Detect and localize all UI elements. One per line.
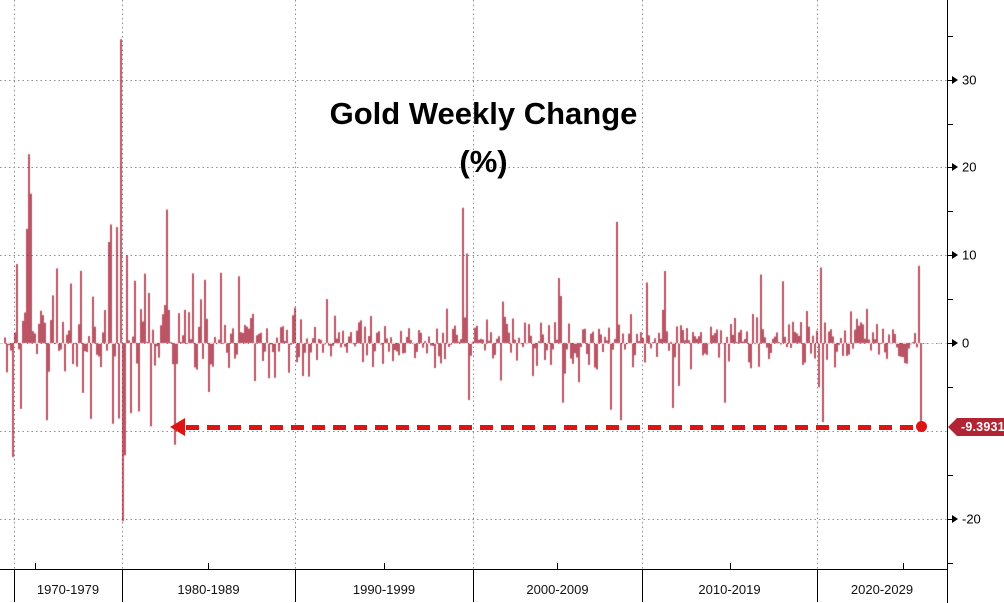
y-major-tick: [947, 167, 953, 169]
x-minor-tick: [903, 563, 904, 569]
decade-label: 2020-2029: [850, 582, 914, 597]
y-axis-line: [947, 0, 948, 603]
y-tick-arrow-icon: [952, 75, 958, 84]
zero-line: [0, 343, 947, 344]
decade-separator: [14, 569, 15, 602]
y-major-tick: [947, 79, 953, 81]
y-tick-arrow-icon: [952, 163, 958, 172]
y-tick-label: 0: [962, 335, 970, 351]
y-minor-tick: [947, 562, 953, 564]
y-tick-arrow-icon: [952, 514, 958, 523]
decade-label: 1990-1999: [352, 582, 416, 597]
chart-title-line2: (%): [459, 144, 508, 179]
decade-label: 1980-1989: [177, 582, 240, 597]
x-minor-tick: [730, 563, 731, 569]
annotation-arrow-left-icon: [170, 418, 185, 436]
y-tick-label: -20: [962, 510, 981, 526]
y-tick-label: 20: [962, 159, 977, 175]
y-major-tick: [947, 255, 953, 257]
decade-separator: [642, 569, 643, 602]
x-minor-tick: [208, 563, 209, 569]
badge-value-label: -9.3931: [957, 418, 1004, 436]
decade-separator: [295, 569, 296, 602]
chart-title: Gold Weekly Change (%): [10, 90, 957, 186]
y-tick-arrow-icon: [952, 339, 958, 347]
y-minor-tick: [947, 386, 953, 388]
decade-label: 2000-2009: [526, 582, 589, 597]
annotation-dashed-line: [186, 424, 913, 430]
annotation-end-dot: [915, 420, 927, 432]
x-axis-line: [0, 569, 948, 570]
y-minor-tick: [947, 211, 953, 213]
y-major-tick: [947, 518, 953, 520]
x-minor-tick: [384, 563, 385, 569]
y-minor-tick: [947, 123, 953, 125]
y-tick-label: 10: [962, 247, 977, 263]
decade-label: 1970-1979: [36, 582, 100, 597]
badge-arrow-icon: [948, 418, 957, 436]
chart-title-line1: Gold Weekly Change: [329, 96, 638, 131]
decade-label: 2010-2019: [698, 582, 761, 597]
x-minor-tick: [557, 563, 558, 569]
bars-canvas: [0, 0, 947, 569]
y-major-tick: [947, 343, 953, 344]
y-tick-label: 30: [962, 71, 977, 87]
decade-separator: [473, 569, 474, 602]
x-minor-tick: [35, 563, 36, 569]
decade-separator: [122, 569, 123, 602]
decade-separator: [817, 569, 818, 602]
value-badge: -9.3931: [948, 418, 1004, 436]
y-minor-tick: [947, 474, 953, 476]
y-tick-arrow-icon: [952, 251, 958, 260]
y-minor-tick: [947, 299, 953, 301]
y-minor-tick: [947, 35, 953, 37]
